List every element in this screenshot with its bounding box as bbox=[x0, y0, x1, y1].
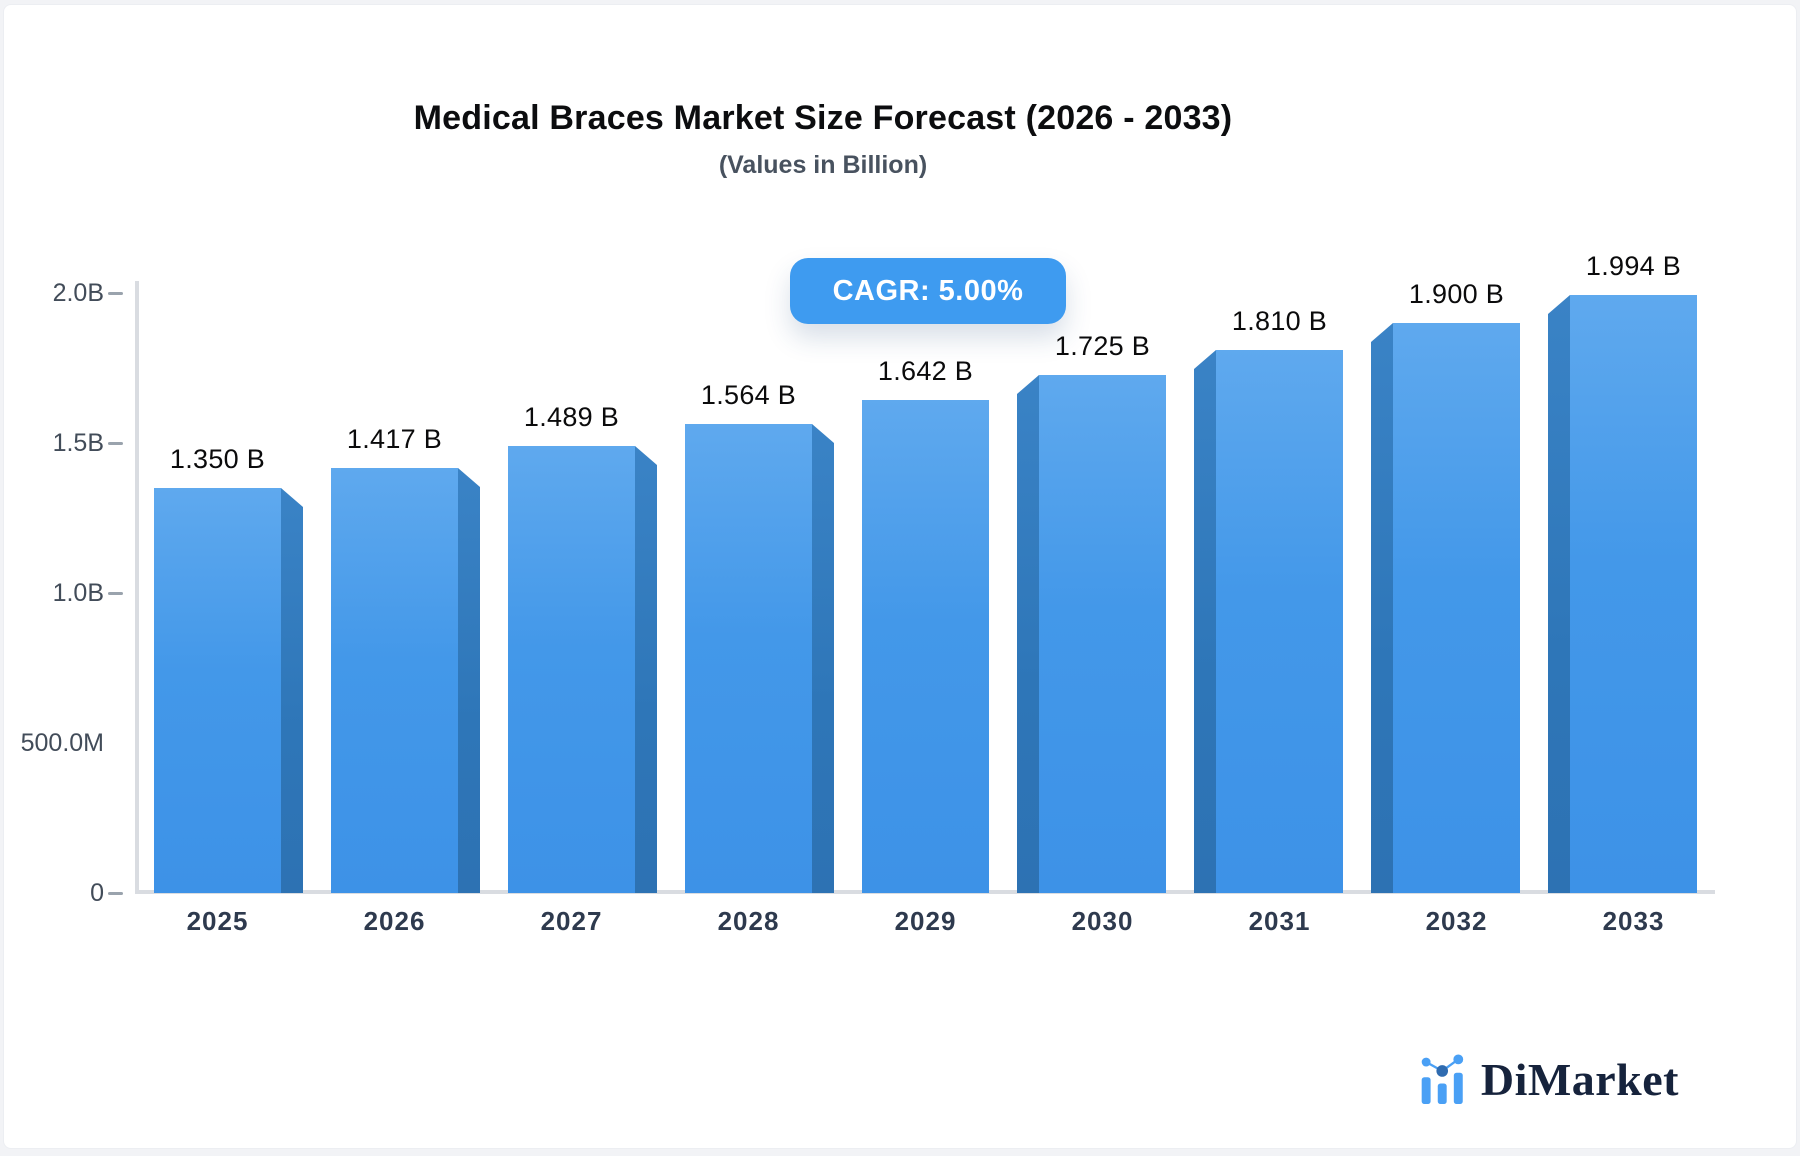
bar-2027 bbox=[508, 446, 635, 893]
x-axis-label-2032: 2032 bbox=[1425, 906, 1488, 936]
chart-title: Medical Braces Market Size Forecast (202… bbox=[413, 99, 1233, 137]
bar-2029 bbox=[862, 400, 989, 893]
y-tick-mark bbox=[108, 442, 123, 445]
bar-side-face-2026 bbox=[458, 468, 480, 893]
x-axis-label-2031: 2031 bbox=[1248, 906, 1311, 936]
bar-side-face-2028 bbox=[812, 424, 834, 893]
bar-side-face-2027 bbox=[635, 446, 657, 893]
bar-2031 bbox=[1216, 350, 1343, 893]
bar-value-label-2027: 1.489 B bbox=[523, 402, 620, 432]
x-axis-label-2026: 2026 bbox=[363, 906, 426, 936]
bar-value-label-2031: 1.810 B bbox=[1231, 306, 1328, 336]
bar-side-face-2032 bbox=[1371, 323, 1393, 893]
chart-subtitle: (Values in Billion) bbox=[718, 151, 928, 179]
bar-side-face-2030 bbox=[1017, 375, 1039, 893]
brand-logo: DiMarket bbox=[1419, 1043, 1679, 1115]
bar-2026 bbox=[331, 468, 458, 893]
cagr-badge: CAGR: 5.00% bbox=[790, 258, 1066, 324]
brand-logo-text: DiMarket bbox=[1480, 1053, 1679, 1105]
bar-line-chart-icon bbox=[1421, 1054, 1464, 1104]
bar-side-face-2033 bbox=[1548, 295, 1570, 893]
x-axis-label-2033: 2033 bbox=[1602, 906, 1665, 936]
bar-value-label-2028: 1.564 B bbox=[700, 380, 797, 410]
bar-value-label-2032: 1.900 B bbox=[1408, 279, 1505, 309]
bar-value-label-2029: 1.642 B bbox=[877, 356, 974, 386]
bar-2033 bbox=[1570, 295, 1697, 893]
y-axis-line bbox=[135, 281, 139, 893]
x-axis-label-2027: 2027 bbox=[540, 906, 603, 936]
x-axis-label-2029: 2029 bbox=[894, 906, 957, 936]
x-axis-label-2028: 2028 bbox=[717, 906, 780, 936]
x-axis-label-2030: 2030 bbox=[1071, 906, 1134, 936]
y-tick-label: 500.0M bbox=[20, 729, 104, 757]
y-tick-mark bbox=[108, 592, 123, 595]
x-axis-label-2025: 2025 bbox=[186, 906, 249, 936]
y-tick-label: 1.5B bbox=[52, 429, 104, 457]
bar-value-label-2030: 1.725 B bbox=[1054, 331, 1151, 361]
bar-2030 bbox=[1039, 375, 1166, 893]
bar-2028 bbox=[685, 424, 812, 893]
y-tick-label: 1.0B bbox=[52, 579, 104, 607]
bar-value-label-2025: 1.350 B bbox=[169, 444, 266, 474]
y-tick-label: 0 bbox=[90, 879, 104, 907]
bar-value-label-2026: 1.417 B bbox=[346, 424, 443, 454]
bar-side-face-2025 bbox=[281, 488, 303, 893]
y-tick-mark bbox=[108, 292, 123, 295]
bar-side-face-2031 bbox=[1194, 350, 1216, 893]
y-tick-mark bbox=[108, 892, 123, 895]
bar-2032 bbox=[1393, 323, 1520, 893]
y-tick-label: 2.0B bbox=[52, 279, 104, 307]
bar-2025 bbox=[154, 488, 281, 893]
chart-card: Medical Braces Market Size Forecast (202… bbox=[3, 4, 1797, 1149]
bar-value-label-2033: 1.994 B bbox=[1585, 251, 1682, 281]
